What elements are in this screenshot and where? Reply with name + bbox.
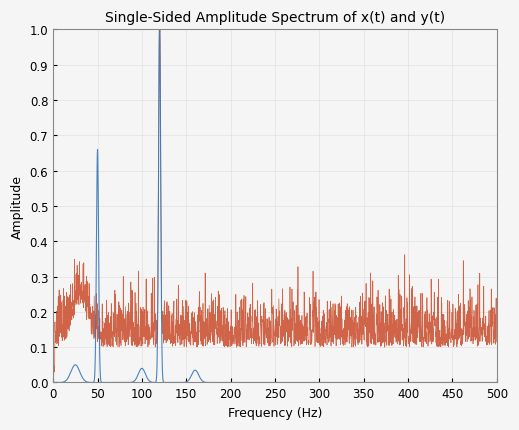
Y-axis label: Amplitude: Amplitude — [11, 175, 24, 238]
X-axis label: Frequency (Hz): Frequency (Hz) — [228, 406, 322, 419]
Title: Single-Sided Amplitude Spectrum of x(t) and y(t): Single-Sided Amplitude Spectrum of x(t) … — [105, 11, 445, 25]
